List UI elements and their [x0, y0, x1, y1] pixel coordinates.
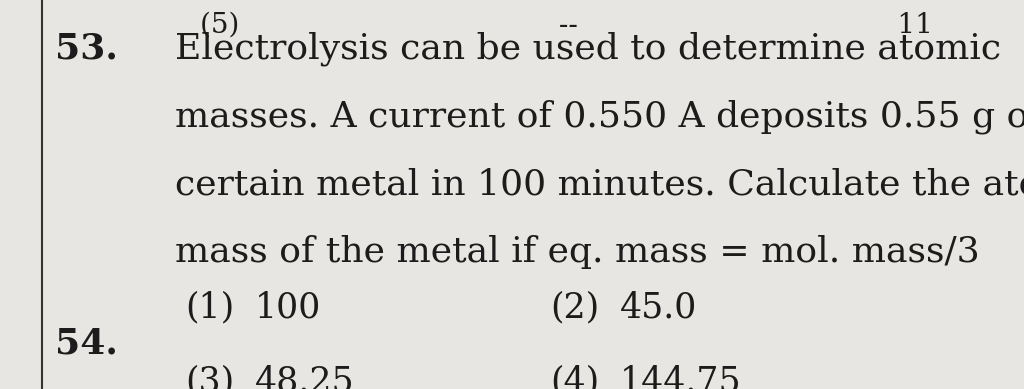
Text: (2): (2): [550, 290, 599, 324]
Text: 144.75: 144.75: [620, 364, 741, 389]
Text: masses. A current of 0.550 A deposits 0.55 g of a: masses. A current of 0.550 A deposits 0.…: [175, 99, 1024, 133]
Text: 100: 100: [255, 290, 322, 324]
Text: Electrolysis can be used to determine atomic: Electrolysis can be used to determine at…: [175, 31, 1001, 65]
Text: mass of the metal if eq. mass = mol. mass/3: mass of the metal if eq. mass = mol. mas…: [175, 235, 980, 269]
Text: (3): (3): [185, 364, 234, 389]
Text: (1): (1): [185, 290, 234, 324]
Text: (4): (4): [550, 364, 599, 389]
Text: 45.0: 45.0: [620, 290, 697, 324]
Text: 48.25: 48.25: [255, 364, 354, 389]
Text: (5)                                    --                                    11 : (5) -- 11: [200, 12, 1024, 39]
Text: 53.: 53.: [55, 31, 118, 65]
Text: 54.: 54.: [55, 327, 118, 361]
Text: certain metal in 100 minutes. Calculate the atomic: certain metal in 100 minutes. Calculate …: [175, 167, 1024, 201]
